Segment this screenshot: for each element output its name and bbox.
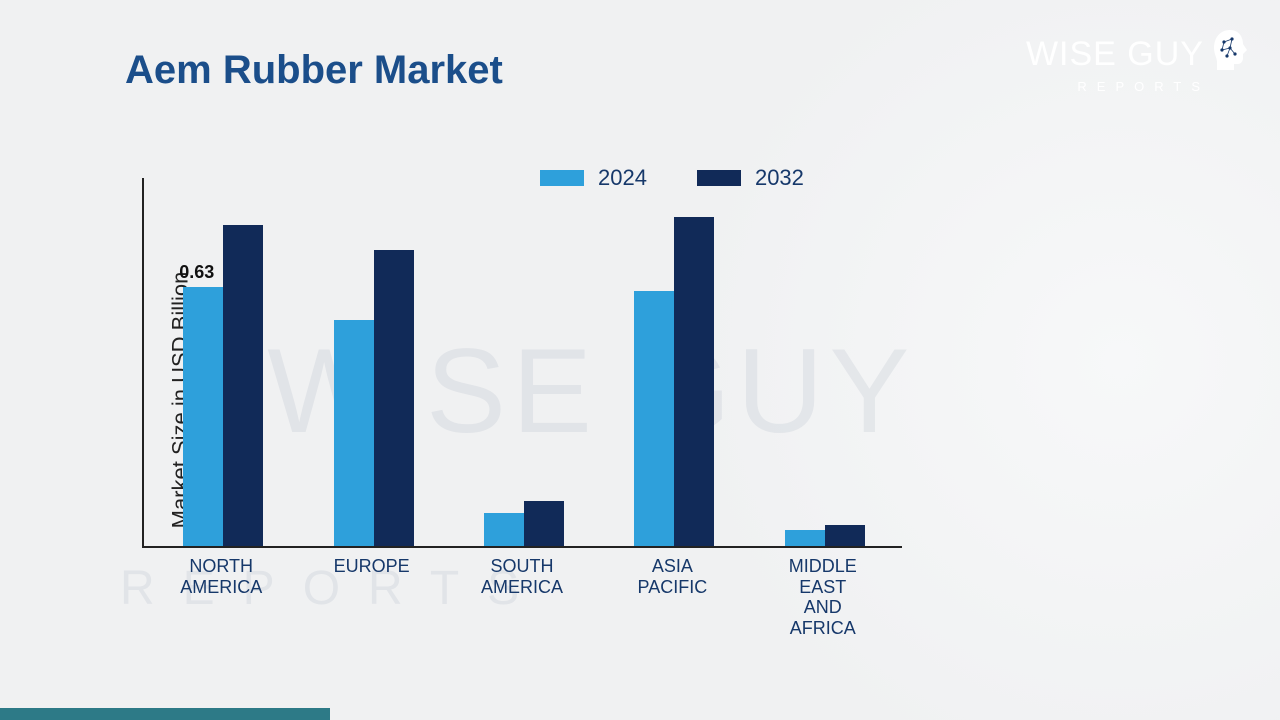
- plot-area: 0.63: [142, 178, 902, 548]
- bar-group: [319, 250, 429, 546]
- x-axis-label: EUROPE: [307, 556, 437, 577]
- bar-group: [469, 501, 579, 546]
- brand-logo: WISE GUY REPORTS: [1026, 28, 1250, 94]
- logo-sub-text: REPORTS: [1026, 79, 1250, 94]
- logo-main-text: WISE GUY: [1026, 35, 1204, 74]
- head-icon: [1210, 28, 1250, 81]
- bar-2032: [223, 225, 263, 546]
- x-axis-label: NORTHAMERICA: [156, 556, 286, 597]
- bar-group: [619, 217, 729, 546]
- bar-2032: [825, 525, 865, 546]
- bar-group: [770, 525, 880, 546]
- x-axis-label: SOUTHAMERICA: [457, 556, 587, 597]
- canvas: WISE GUY REPORTS Aem Rubber Market WISE …: [0, 0, 1280, 720]
- x-axis-label: ASIAPACIFIC: [607, 556, 737, 597]
- bar-chart: Market Size in USD Billion 0.63 NORTHAME…: [100, 160, 920, 640]
- page-title: Aem Rubber Market: [125, 48, 503, 93]
- bar-2024: [634, 291, 674, 546]
- bar-2032: [524, 501, 564, 546]
- bar-2024: [785, 530, 825, 546]
- footer-accent-bar: [0, 708, 330, 720]
- bar-2024: [183, 287, 223, 546]
- bar-2032: [674, 217, 714, 546]
- x-axis-label: MIDDLEEASTANDAFRICA: [758, 556, 888, 639]
- bar-2024: [334, 320, 374, 546]
- bar-2032: [374, 250, 414, 546]
- bar-2024: [484, 513, 524, 546]
- x-axis-labels: NORTHAMERICA EUROPE SOUTHAMERICA ASIAPACIFI…: [142, 552, 902, 652]
- bar-value-label: 0.63: [179, 262, 214, 283]
